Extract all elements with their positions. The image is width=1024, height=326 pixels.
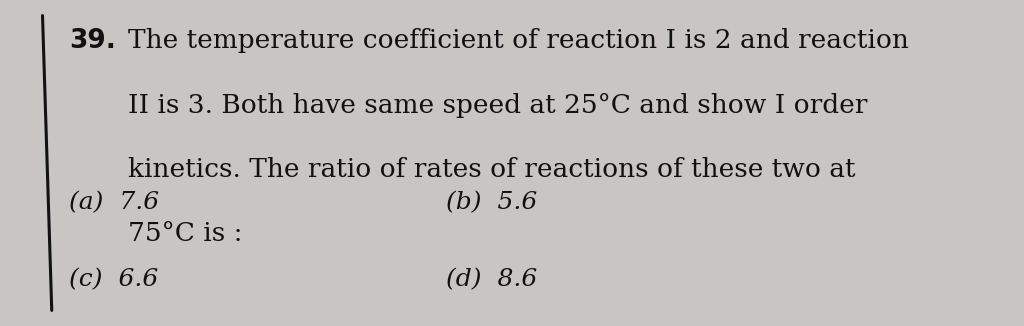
- Text: II is 3. Both have same speed at 25°C and show I order: II is 3. Both have same speed at 25°C an…: [128, 93, 867, 118]
- Text: (d)  8.6: (d) 8.6: [446, 268, 538, 291]
- Text: (a)  7.6: (a) 7.6: [70, 191, 160, 214]
- Text: (b)  5.6: (b) 5.6: [446, 191, 538, 214]
- Text: kinetics. The ratio of rates of reactions of these two at: kinetics. The ratio of rates of reaction…: [128, 156, 855, 182]
- Text: The temperature coefficient of reaction I is 2 and reaction: The temperature coefficient of reaction …: [128, 28, 908, 53]
- Text: (c)  6.6: (c) 6.6: [70, 268, 159, 291]
- Text: 39.: 39.: [70, 28, 116, 54]
- Text: 75°C is :: 75°C is :: [128, 221, 242, 246]
